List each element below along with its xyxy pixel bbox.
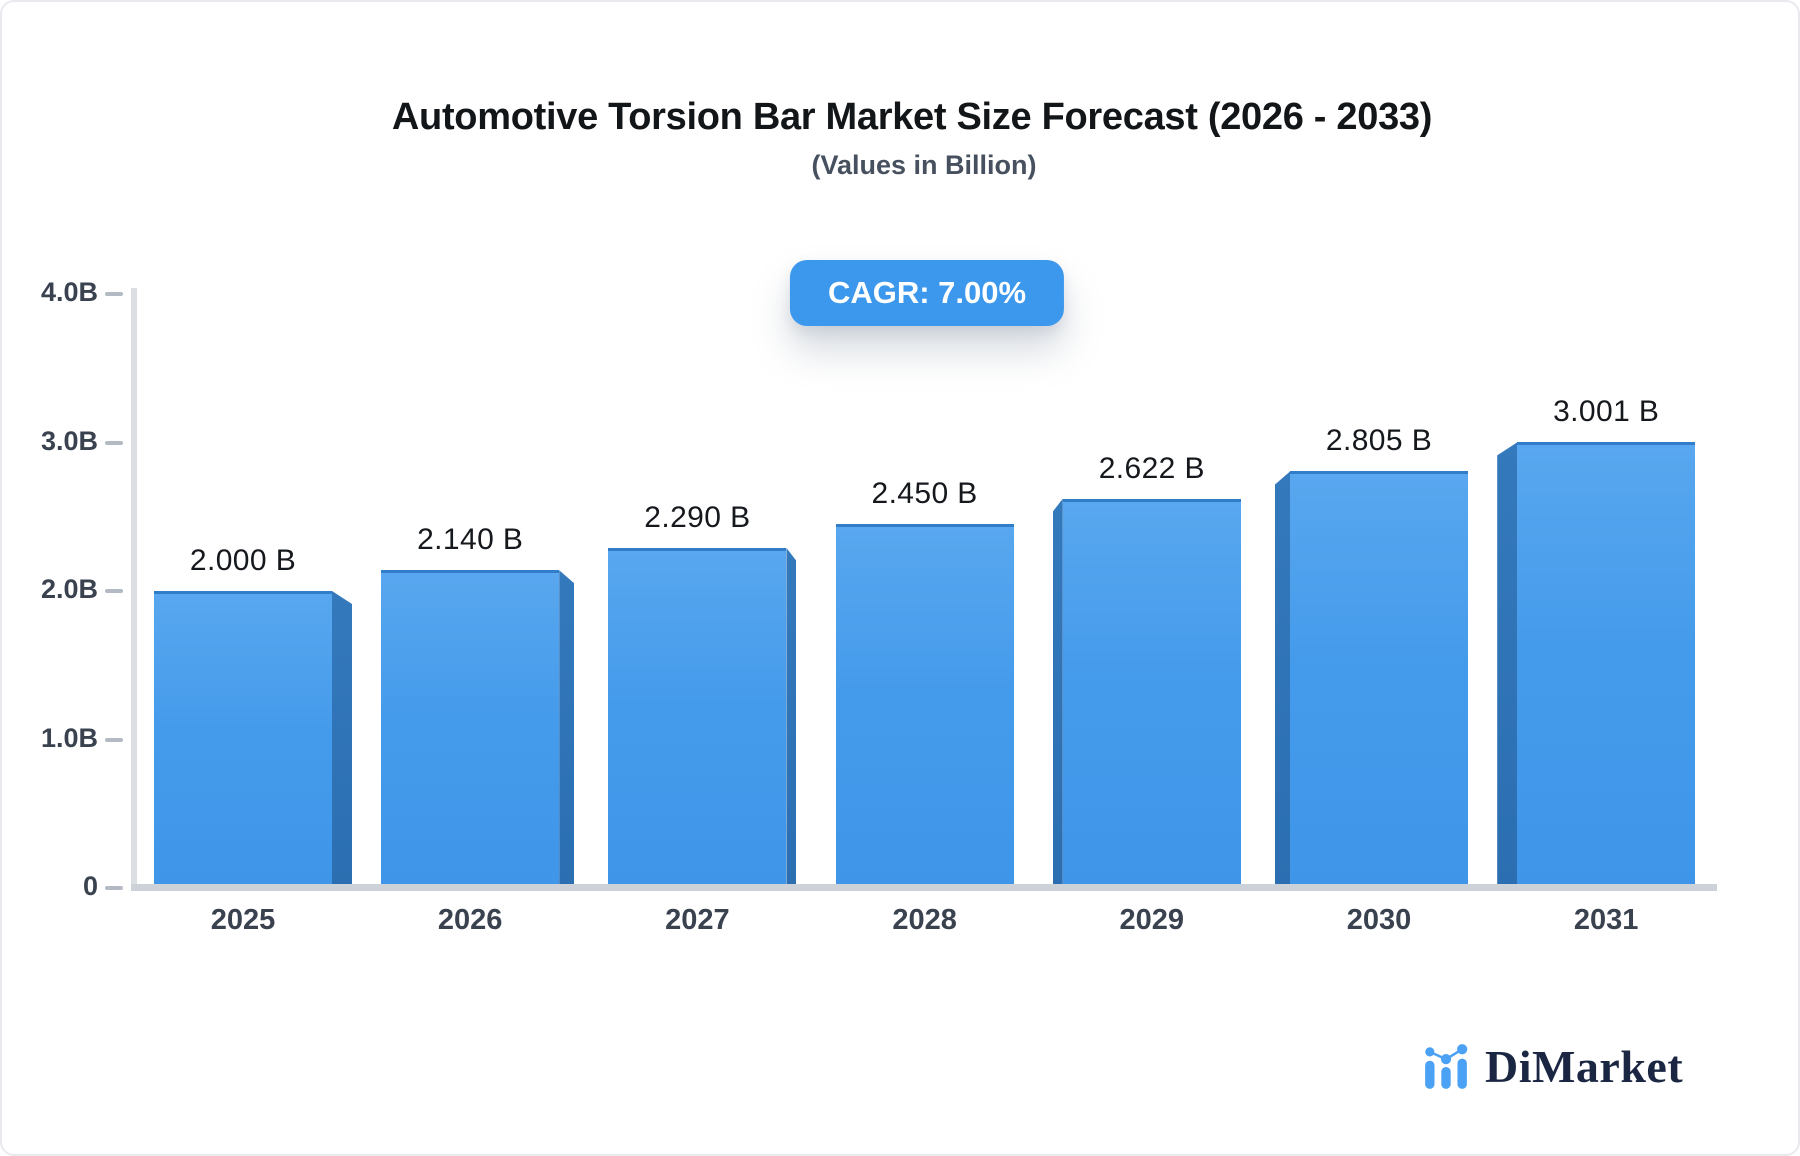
bar-side-face <box>1275 471 1290 888</box>
bar-2029[interactable] <box>1062 498 1241 888</box>
bar-2028[interactable] <box>835 524 1014 888</box>
bar-value-label: 2.622 B <box>1098 451 1205 485</box>
brand-logo-text: DiMarket <box>1485 1041 1684 1092</box>
bar-value-label: 2.000 B <box>189 544 297 577</box>
bar-2030[interactable] <box>1290 471 1468 888</box>
bar-value-label: 2.450 B <box>871 477 978 511</box>
bar-side-face <box>559 570 575 888</box>
cagr-badge: CAGR: 7.00% <box>789 260 1065 326</box>
bar-value-label: 2.290 B <box>644 500 751 534</box>
x-axis-label: 2027 <box>665 904 730 936</box>
y-axis-tick-label: 0 <box>82 871 98 901</box>
y-axis-tick <box>105 886 123 890</box>
x-axis-label: 2026 <box>437 904 503 936</box>
cagr-badge-label: CAGR: 7.00% <box>827 275 1027 310</box>
bar-side-face <box>1497 442 1518 888</box>
y-axis-tick <box>105 292 123 296</box>
bar-side-face <box>786 547 797 888</box>
x-axis-label: 2031 <box>1573 904 1639 936</box>
bar-side-face <box>1052 498 1063 888</box>
mini-bar-chart-icon <box>1425 1043 1468 1089</box>
x-axis-line <box>131 884 1717 891</box>
bar-2027[interactable] <box>608 547 787 888</box>
bar-value-label: 2.805 B <box>1325 424 1433 458</box>
y-axis-line <box>131 288 137 888</box>
x-axis-label: 2025 <box>210 904 276 936</box>
bar-2025[interactable] <box>154 591 332 888</box>
y-axis-tick <box>105 589 123 593</box>
x-axis-label: 2028 <box>892 904 957 936</box>
chart-subtitle: (Values in Billion) <box>811 150 1037 180</box>
bar-2031[interactable] <box>1517 442 1696 888</box>
y-axis-tick-label: 1.0B <box>40 722 98 753</box>
bar-value-label: 3.001 B <box>1553 395 1660 429</box>
chart-title: Automotive Torsion Bar Market Size Forec… <box>391 96 1433 138</box>
y-axis-tick <box>105 737 123 742</box>
x-axis-label: 2029 <box>1119 904 1185 936</box>
y-axis-tick <box>105 440 123 445</box>
brand-logo: DiMarket <box>1422 1040 1683 1093</box>
bar-2026[interactable] <box>381 570 560 888</box>
bar-value-label: 2.140 B <box>417 523 524 557</box>
y-axis-tick-label: 2.0B <box>40 574 98 604</box>
y-axis-tick-label: 4.0B <box>40 277 98 307</box>
y-axis-tick-label: 3.0B <box>40 425 98 456</box>
x-axis-label: 2030 <box>1346 904 1412 936</box>
bar-side-face <box>332 591 352 888</box>
